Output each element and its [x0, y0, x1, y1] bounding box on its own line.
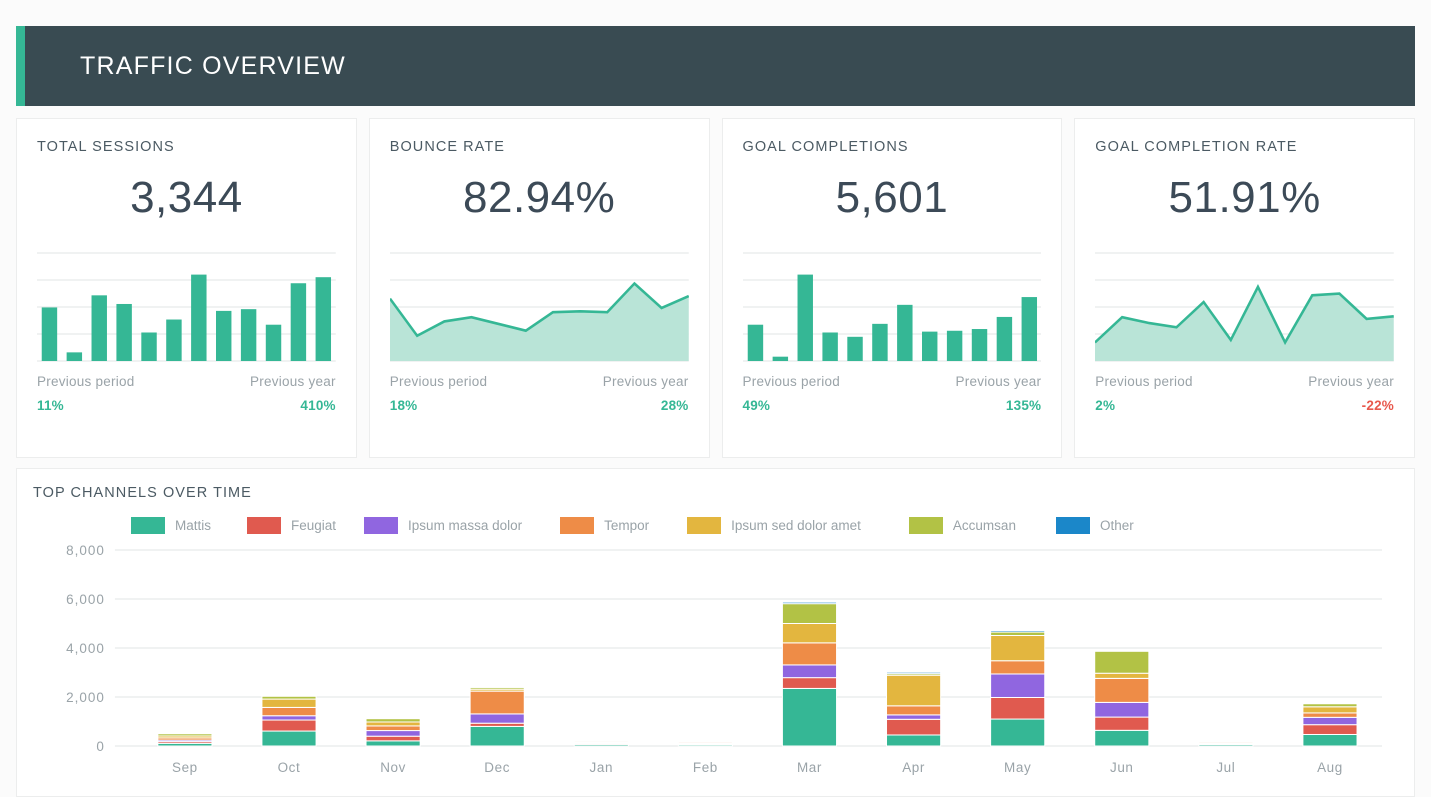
kpi-comparison-label: Previous period: [742, 374, 841, 389]
kpi-comparison-left: Previous period 2%: [1095, 374, 1193, 413]
y-axis-tick-label: 0: [96, 739, 104, 754]
kpi-sparkline: [1095, 245, 1394, 367]
legend-swatch-icon: [1055, 517, 1090, 534]
kpi-sparkline: [742, 245, 1042, 367]
kpi-comparison-delta: 2%: [1095, 398, 1116, 413]
top-channels-chart-card: TOP CHANNELS OVER TIME Mattis Feugiat Ipsu…: [16, 468, 1415, 797]
stacked-bar-chart: 0 2,000 4,000 6,000 8,000 Sep Oct Nov Dec Jan Feb M…: [66, 543, 1383, 775]
x-axis-tick-label: Aug: [1317, 760, 1343, 775]
kpi-comparison-left: Previous period 11%: [37, 374, 135, 413]
legend-item[interactable]: Accumsan: [908, 517, 1016, 534]
kpi-label: GOAL COMPLETIONS: [742, 139, 909, 155]
chart-legend: Mattis Feugiat Ipsum massa dolor Tempor Ipsu…: [33, 517, 1396, 534]
kpi-value: 82.94%: [463, 173, 616, 222]
kpi-label: GOAL COMPLETION RATE: [1095, 139, 1298, 155]
kpi-comparison-right: Previous year 135%: [955, 374, 1041, 413]
legend-item[interactable]: Feugiat: [247, 517, 336, 534]
x-axis-tick-label: Feb: [693, 760, 718, 775]
kpi-card: GOAL COMPLETION RATE 51.91% Previous perio…: [1074, 118, 1415, 458]
kpi-comparison-footer: Previous period 2% Previous year -22%: [1095, 374, 1394, 413]
kpi-card: GOAL COMPLETIONS 5,601 Previous period 49% P…: [721, 118, 1063, 458]
legend-label: Feugiat: [291, 518, 337, 533]
kpi-comparison-delta: 49%: [742, 398, 771, 413]
kpi-comparison-left: Previous period 18%: [390, 374, 488, 413]
kpi-comparison-footer: Previous period 49% Previous year 135%: [743, 374, 1042, 413]
legend-label: Mattis: [175, 518, 212, 533]
page-title: TRAFFIC OVERVIEW: [80, 51, 346, 80]
kpi-comparison-label: Previous period: [37, 374, 135, 389]
kpi-comparison-right: Previous year 410%: [250, 374, 336, 413]
kpi-comparison-label: Previous year: [249, 374, 336, 389]
chart-plot-area: 0 2,000 4,000 6,000 8,000 Sep Oct Nov Dec Jan Feb M…: [33, 538, 1396, 786]
legend-label: Ipsum massa dolor: [408, 518, 523, 533]
kpi-value: 3,344: [130, 173, 243, 222]
kpi-card: BOUNCE RATE 82.94% Previous period 18% Previ…: [368, 118, 710, 458]
kpi-comparison-delta: 135%: [1005, 398, 1042, 413]
legend-swatch-icon: [364, 517, 399, 534]
kpi-comparison-label: Previous year: [955, 374, 1042, 389]
y-axis-tick-label: 6,000: [66, 592, 105, 607]
legend-label: Ipsum sed dolor amet: [731, 518, 861, 533]
header-accent-bar: [16, 26, 25, 106]
kpi-comparison-delta: 11%: [37, 398, 64, 413]
kpi-comparison-right: Previous year -22%: [1308, 374, 1394, 413]
legend-swatch-icon: [687, 517, 722, 534]
kpi-sparkline: [37, 245, 336, 367]
kpi-comparison-label: Previous year: [602, 374, 689, 389]
chart-title: TOP CHANNELS OVER TIME: [33, 485, 252, 501]
legend-swatch-icon: [908, 517, 943, 534]
legend-item[interactable]: Tempor: [560, 517, 649, 534]
kpi-label: TOTAL SESSIONS: [37, 139, 175, 155]
kpi-comparison-delta: 28%: [660, 398, 689, 413]
kpi-comparison-label: Previous year: [1308, 374, 1394, 389]
legend-label: Accumsan: [952, 518, 1016, 533]
x-axis-tick-label: Mar: [797, 760, 822, 775]
kpi-card: TOTAL SESSIONS 3,344 Previous period 11% Pre…: [16, 118, 357, 458]
legend-swatch-icon: [560, 517, 595, 534]
kpi-comparison-delta: -22%: [1361, 398, 1394, 413]
legend-swatch-icon: [247, 517, 282, 534]
legend-swatch-icon: [131, 517, 165, 534]
kpi-comparison-label: Previous period: [389, 374, 488, 389]
y-axis-tick-label: 2,000: [66, 690, 105, 705]
x-axis-tick-label: Apr: [902, 760, 925, 775]
legend-item[interactable]: Ipsum massa dolor: [364, 517, 522, 534]
kpi-comparison-delta: 410%: [300, 398, 336, 413]
kpi-comparison-label: Previous period: [1095, 374, 1193, 389]
kpi-comparison-right: Previous year 28%: [603, 374, 689, 413]
legend-label: Tempor: [604, 518, 650, 533]
y-axis-tick-label: 8,000: [66, 543, 105, 558]
kpi-card-row: TOTAL SESSIONS 3,344 Previous period 11% Pre…: [16, 118, 1415, 458]
x-axis-tick-label: Jan: [590, 760, 614, 775]
legend-item[interactable]: Ipsum sed dolor amet: [687, 517, 861, 534]
kpi-comparison-left: Previous period 49%: [743, 374, 841, 413]
x-axis-tick-label: Sep: [172, 760, 198, 775]
legend-item[interactable]: Other: [1055, 517, 1134, 534]
legend-item[interactable]: Mattis: [131, 517, 211, 534]
kpi-comparison-footer: Previous period 11% Previous year 410%: [37, 374, 336, 413]
kpi-label: BOUNCE RATE: [389, 139, 505, 155]
kpi-comparison-delta: 18%: [389, 398, 418, 413]
kpi-value: 51.91%: [1168, 173, 1321, 222]
x-axis-tick-label: May: [1004, 760, 1031, 775]
legend-label: Other: [1099, 518, 1134, 533]
x-axis-tick-label: Dec: [484, 760, 510, 775]
dashboard-header: TRAFFIC OVERVIEW: [16, 26, 1415, 106]
x-axis-tick-label: Jul: [1216, 760, 1235, 775]
kpi-sparkline: [389, 245, 689, 367]
kpi-comparison-footer: Previous period 18% Previous year 28%: [390, 374, 689, 413]
kpi-value: 5,601: [835, 173, 949, 222]
x-axis-tick-label: Nov: [380, 760, 406, 775]
x-axis-tick-label: Jun: [1110, 760, 1134, 775]
x-axis-tick-label: Oct: [278, 760, 301, 775]
y-axis-tick-label: 4,000: [66, 641, 105, 656]
